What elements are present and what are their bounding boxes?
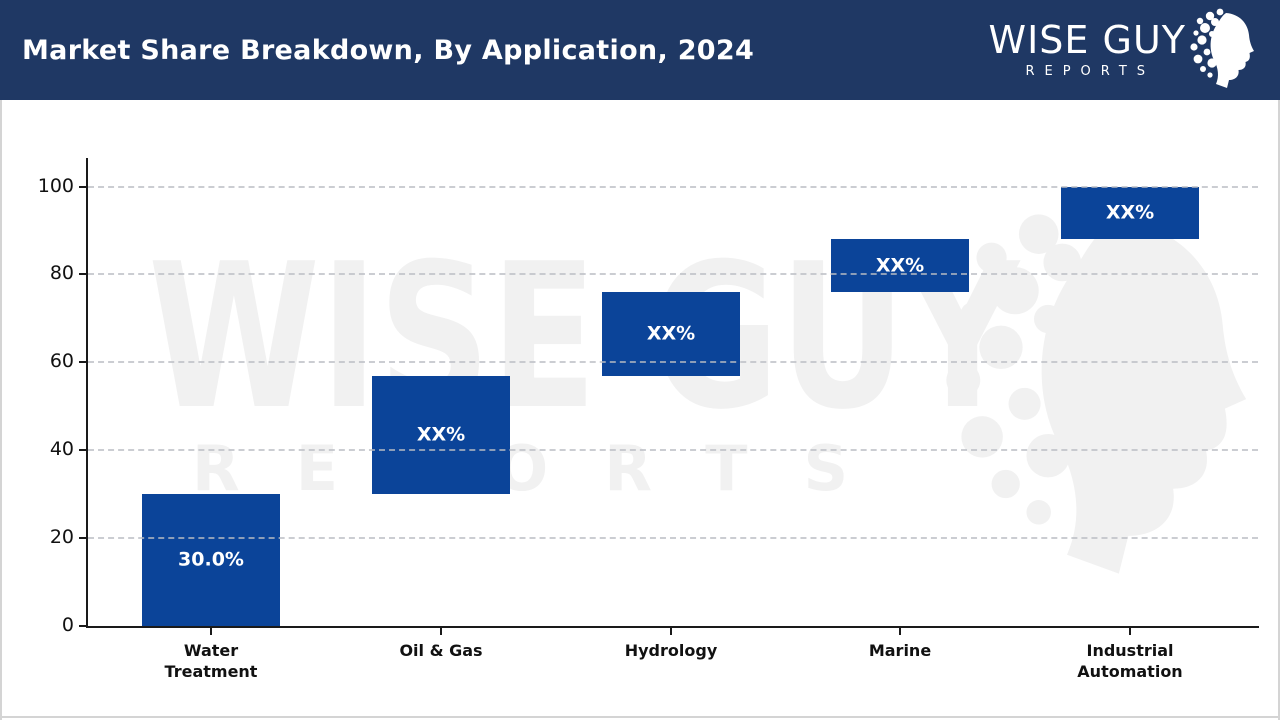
y-tick-label-40: 40 [49, 438, 74, 461]
bar-value-label: 30.0% [178, 548, 244, 571]
y-tick-label-60: 60 [49, 350, 74, 373]
brand-subname: REPORTS [1025, 64, 1156, 79]
brand-logo-text: WISE GUY REPORTS [989, 21, 1186, 79]
gridline-60 [88, 361, 1258, 364]
x-category-label: Oil & Gas [399, 641, 483, 660]
y-tick-mark-40 [79, 449, 86, 452]
page-title: Market Share Breakdown, By Application, … [22, 34, 755, 66]
y-tick-label-0: 0 [61, 614, 74, 636]
dotted-head-icon [1188, 7, 1258, 93]
bar-value-label: XX% [875, 254, 925, 277]
x-category-label: Industrial Automation [1077, 641, 1183, 681]
x-tick-mark [210, 628, 212, 635]
bar-segment: XX% [372, 375, 510, 495]
bar-segment: XX% [831, 239, 969, 293]
gridline-80 [88, 273, 1258, 276]
bar-value-label: XX% [416, 423, 466, 446]
brand-name: WISE GUY [988, 18, 1186, 62]
gridline-20 [88, 537, 1258, 540]
x-tick-mark [1129, 628, 1131, 635]
header: Market Share Breakdown, By Application, … [0, 0, 1280, 100]
x-axis-line [86, 626, 1259, 628]
x-category-label: Marine [868, 641, 932, 660]
y-axis-line [86, 158, 88, 628]
y-tick-mark-20 [79, 537, 86, 540]
x-tick-mark [440, 628, 442, 635]
gridline-100 [88, 185, 1258, 188]
watermark-brand-subname: REPORTS [192, 432, 905, 505]
y-tick-mark-0 [79, 625, 86, 627]
x-category-label: Hydrology [624, 641, 718, 660]
watermark-dotted-head [935, 150, 1265, 624]
y-tick-mark-100 [79, 185, 86, 188]
bar-value-label: XX% [1105, 201, 1155, 224]
card-border-bottom [0, 716, 1280, 718]
card-border-left [0, 100, 2, 720]
bar-segment: XX% [1061, 186, 1199, 240]
x-tick-mark [899, 628, 901, 635]
x-category-label: Water Treatment [164, 641, 258, 681]
gridline-40 [88, 449, 1258, 452]
y-tick-mark-60 [79, 361, 86, 364]
y-tick-label-20: 20 [49, 526, 74, 549]
y-tick-mark-80 [79, 273, 86, 276]
x-tick-mark [670, 628, 672, 635]
brand-logo: WISE GUY REPORTS [989, 7, 1258, 93]
y-tick-label-80: 80 [49, 262, 74, 285]
bar-segment: 30.0% [142, 494, 280, 626]
card-border-right [1278, 100, 1280, 720]
y-tick-label-100: 100 [37, 174, 74, 197]
bar-value-label: XX% [646, 322, 696, 345]
